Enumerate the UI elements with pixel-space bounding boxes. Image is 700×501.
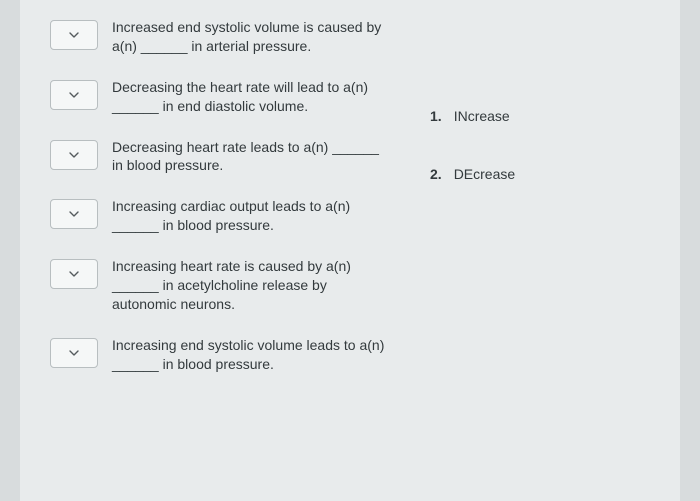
question-text: Increasing end systolic volume leads to … <box>112 336 390 374</box>
answer-dropdown[interactable] <box>50 20 98 50</box>
answer-dropdown[interactable] <box>50 80 98 110</box>
question-text: Decreasing the heart rate will lead to a… <box>112 78 390 116</box>
questions-column: Increased end systolic volume is caused … <box>50 18 390 501</box>
answer-number: 2. <box>430 166 442 182</box>
chevron-down-icon <box>69 152 79 158</box>
answer-option: 2. DEcrease <box>430 166 650 182</box>
chevron-down-icon <box>69 32 79 38</box>
answer-dropdown[interactable] <box>50 259 98 289</box>
answer-label: DEcrease <box>454 166 515 182</box>
question-row: Decreasing the heart rate will lead to a… <box>50 78 390 116</box>
chevron-down-icon <box>69 350 79 356</box>
answer-option: 1. INcrease <box>430 108 650 124</box>
question-row: Increasing heart rate is caused by a(n) … <box>50 257 390 314</box>
answer-label: INcrease <box>454 108 510 124</box>
question-row: Increased end systolic volume is caused … <box>50 18 390 56</box>
question-row: Increasing end systolic volume leads to … <box>50 336 390 374</box>
answer-number: 1. <box>430 108 442 124</box>
question-row: Decreasing heart rate leads to a(n) ____… <box>50 138 390 176</box>
answer-dropdown[interactable] <box>50 140 98 170</box>
chevron-down-icon <box>69 92 79 98</box>
answers-column: 1. INcrease 2. DEcrease <box>430 18 650 501</box>
chevron-down-icon <box>69 211 79 217</box>
quiz-panel: Increased end systolic volume is caused … <box>20 0 680 501</box>
question-text: Increasing heart rate is caused by a(n) … <box>112 257 390 314</box>
question-row: Increasing cardiac output leads to a(n) … <box>50 197 390 235</box>
answer-dropdown[interactable] <box>50 338 98 368</box>
question-text: Increasing cardiac output leads to a(n) … <box>112 197 390 235</box>
question-text: Increased end systolic volume is caused … <box>112 18 390 56</box>
chevron-down-icon <box>69 271 79 277</box>
question-text: Decreasing heart rate leads to a(n) ____… <box>112 138 390 176</box>
answer-dropdown[interactable] <box>50 199 98 229</box>
